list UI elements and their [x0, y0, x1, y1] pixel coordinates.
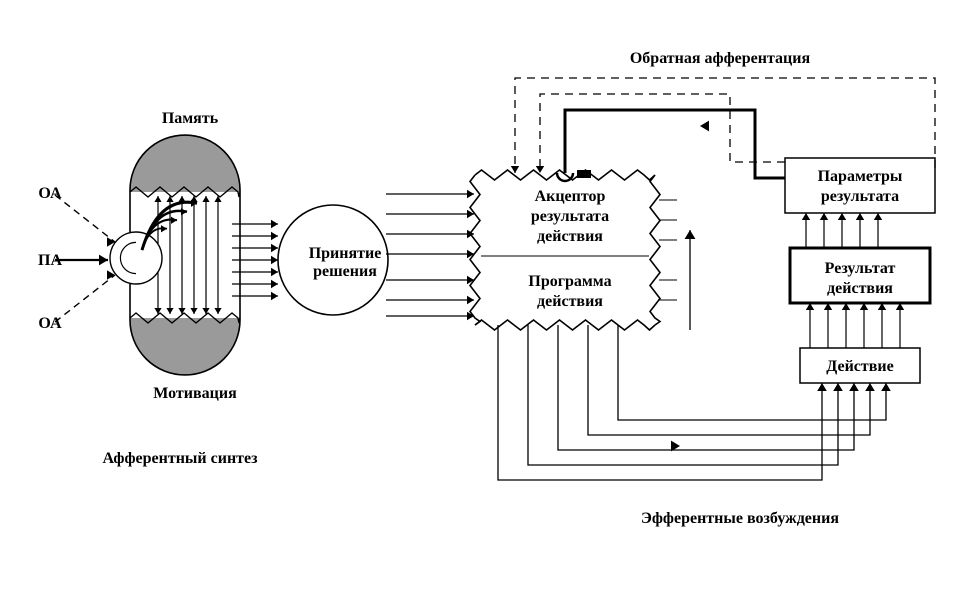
label-params-1: Параметры: [795, 168, 925, 186]
label-decision: Принятие решения: [290, 245, 400, 282]
label-aff-synth: Афферентный синтез: [70, 450, 290, 468]
label-result-2: действия: [800, 280, 920, 298]
label-action: Действие: [810, 358, 910, 376]
diagram-svg: [0, 0, 960, 597]
label-acceptor-2: результата: [510, 208, 630, 226]
label-acceptor-3: действия: [510, 228, 630, 246]
label-feedback: Обратная афферентация: [580, 50, 860, 68]
label-result-1: Результат: [800, 260, 920, 278]
label-eff: Эфферентные возбуждения: [590, 510, 890, 528]
label-memory: Память: [145, 110, 235, 128]
label-oa-bot: ОА: [30, 315, 70, 333]
label-program-2: действия: [510, 293, 630, 311]
label-params-2: результата: [795, 188, 925, 206]
label-pa: ПА: [30, 252, 70, 270]
label-oa-top: ОА: [30, 185, 70, 203]
label-acceptor-1: Акцептор: [510, 188, 630, 206]
label-program-1: Программа: [510, 273, 630, 291]
label-motivation: Мотивация: [135, 385, 255, 403]
